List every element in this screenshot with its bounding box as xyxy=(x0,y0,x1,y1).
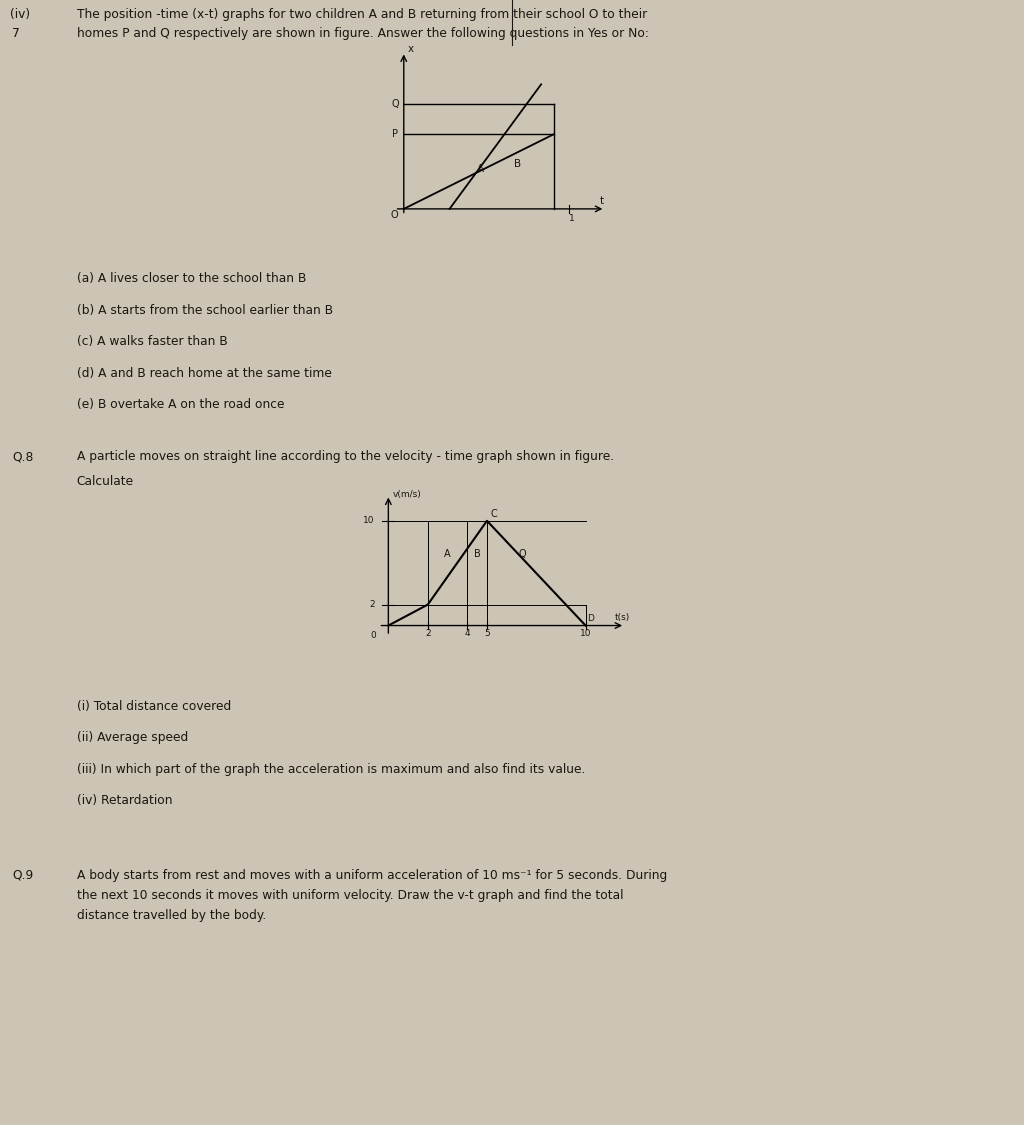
Text: A: A xyxy=(477,164,484,174)
Text: Q.8: Q.8 xyxy=(12,450,34,463)
Text: Q: Q xyxy=(518,549,526,559)
Text: Q.9: Q.9 xyxy=(12,868,34,882)
Text: (a) A lives closer to the school than B: (a) A lives closer to the school than B xyxy=(77,272,306,286)
Text: (iv) Retardation: (iv) Retardation xyxy=(77,794,172,808)
Text: homes P and Q respectively are shown in figure. Answer the following questions i: homes P and Q respectively are shown in … xyxy=(77,27,648,40)
Text: x: x xyxy=(408,44,414,54)
Text: 7: 7 xyxy=(12,27,20,40)
Text: t(s): t(s) xyxy=(615,613,631,622)
Text: distance travelled by the body.: distance travelled by the body. xyxy=(77,909,266,922)
Text: O: O xyxy=(391,210,398,220)
Text: (b) A starts from the school earlier than B: (b) A starts from the school earlier tha… xyxy=(77,304,333,317)
Text: Calculate: Calculate xyxy=(77,475,134,488)
Text: 4: 4 xyxy=(465,629,470,638)
Text: 2: 2 xyxy=(369,600,375,609)
Text: 0: 0 xyxy=(371,631,377,640)
Text: (e) B overtake A on the road once: (e) B overtake A on the road once xyxy=(77,398,285,412)
Text: A body starts from rest and moves with a uniform acceleration of 10 ms⁻¹ for 5 s: A body starts from rest and moves with a… xyxy=(77,868,667,882)
Text: A particle moves on straight line according to the velocity - time graph shown i: A particle moves on straight line accord… xyxy=(77,450,614,463)
Text: 1: 1 xyxy=(568,214,574,223)
Text: the next 10 seconds it moves with uniform velocity. Draw the v-t graph and find : the next 10 seconds it moves with unifor… xyxy=(77,889,624,902)
Text: The position -time (x-t) graphs for two children A and B returning from their sc: The position -time (x-t) graphs for two … xyxy=(77,8,647,21)
Text: (iii) In which part of the graph the acceleration is maximum and also find its v: (iii) In which part of the graph the acc… xyxy=(77,763,585,776)
Text: (ii) Average speed: (ii) Average speed xyxy=(77,731,188,745)
Text: P: P xyxy=(392,129,398,140)
Text: (i) Total distance covered: (i) Total distance covered xyxy=(77,700,231,713)
Text: D: D xyxy=(588,614,594,623)
Text: A: A xyxy=(444,549,451,559)
Text: B: B xyxy=(474,549,480,559)
Text: C: C xyxy=(490,508,498,519)
Text: 5: 5 xyxy=(484,629,489,638)
Text: 10: 10 xyxy=(580,629,591,638)
Text: (iv): (iv) xyxy=(10,8,31,21)
Text: B: B xyxy=(514,159,521,169)
Text: t: t xyxy=(600,196,604,206)
Text: 2: 2 xyxy=(425,629,431,638)
Text: (d) A and B reach home at the same time: (d) A and B reach home at the same time xyxy=(77,367,332,380)
Text: v(m/s): v(m/s) xyxy=(392,489,421,498)
Text: 10: 10 xyxy=(364,516,375,525)
Text: (c) A walks faster than B: (c) A walks faster than B xyxy=(77,335,227,349)
Text: Q: Q xyxy=(392,99,399,109)
